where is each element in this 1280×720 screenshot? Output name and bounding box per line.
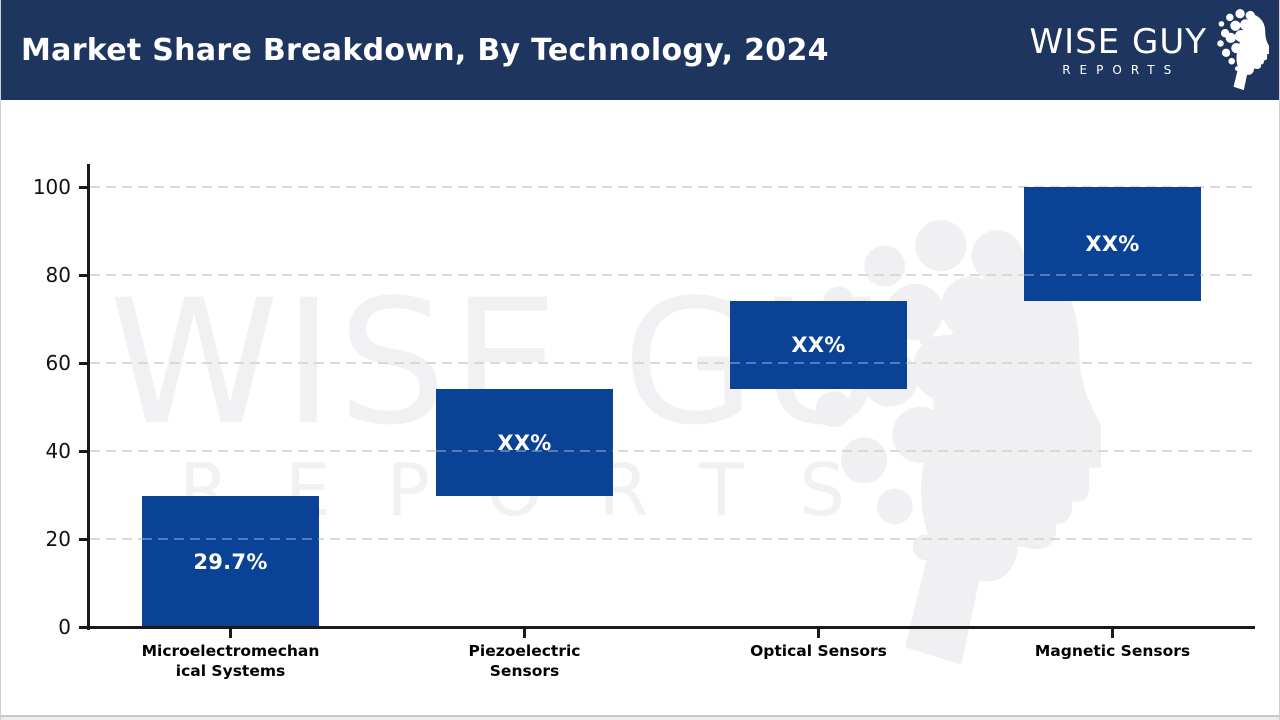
x-axis-line: [87, 626, 1255, 629]
bottom-border: [1, 715, 1279, 720]
bar: XX%: [730, 301, 907, 390]
x-category-label: Magnetic Sensors: [1034, 642, 1191, 660]
gridline: [90, 186, 1254, 188]
y-axis-line: [87, 164, 90, 630]
header-bar: Market Share Breakdown, By Technology, 2…: [1, 0, 1279, 100]
y-tick: [79, 185, 88, 189]
x-category-label: Optical Sensors: [750, 642, 887, 660]
y-tick-label: 100: [32, 175, 71, 199]
bar: XX%: [436, 389, 613, 497]
bar-value-label: 29.7%: [193, 549, 268, 574]
gridline: [90, 450, 1254, 452]
y-tick: [79, 273, 88, 277]
bar: 29.7%: [142, 496, 319, 627]
x-category-label: Microelectromechan ical Systems: [141, 642, 320, 680]
y-tick-label: 0: [58, 615, 71, 639]
bar-gridline-overlay: [1024, 274, 1201, 276]
x-category-label: Piezoelectric Sensors: [468, 642, 581, 680]
wiseguy-logo: WISE GUY REPORTS: [1029, 8, 1269, 92]
logo-wordmark: WISE GUY: [1029, 22, 1207, 62]
bar: XX%: [1024, 187, 1201, 302]
x-tick: [817, 629, 820, 638]
x-tick: [1111, 629, 1114, 638]
bar-value-label: XX%: [1085, 232, 1140, 257]
logo-text: WISE GUY REPORTS: [1029, 23, 1207, 77]
y-tick: [79, 361, 88, 365]
y-tick-label: 60: [45, 351, 71, 375]
y-tick: [79, 449, 88, 453]
y-tick: [79, 537, 88, 541]
logo-face-icon: [1217, 9, 1269, 91]
x-tick: [523, 629, 526, 638]
gridline: [90, 274, 1254, 276]
gridline: [90, 362, 1254, 364]
bar-value-label: XX%: [497, 430, 552, 455]
y-tick: [79, 625, 88, 629]
bar-gridline-overlay: [142, 537, 319, 540]
y-tick-label: 40: [45, 439, 71, 463]
gridline: [90, 538, 1254, 540]
y-tick-label: 80: [45, 263, 71, 287]
bar-gridline-overlay: [436, 449, 613, 452]
chart-title: Market Share Breakdown, By Technology, 2…: [21, 32, 829, 68]
x-tick: [229, 629, 232, 638]
bar-value-label: XX%: [791, 333, 846, 358]
logo-subtext: REPORTS: [1062, 63, 1181, 77]
y-tick-label: 20: [45, 527, 71, 551]
bar-gridline-overlay: [730, 361, 907, 364]
